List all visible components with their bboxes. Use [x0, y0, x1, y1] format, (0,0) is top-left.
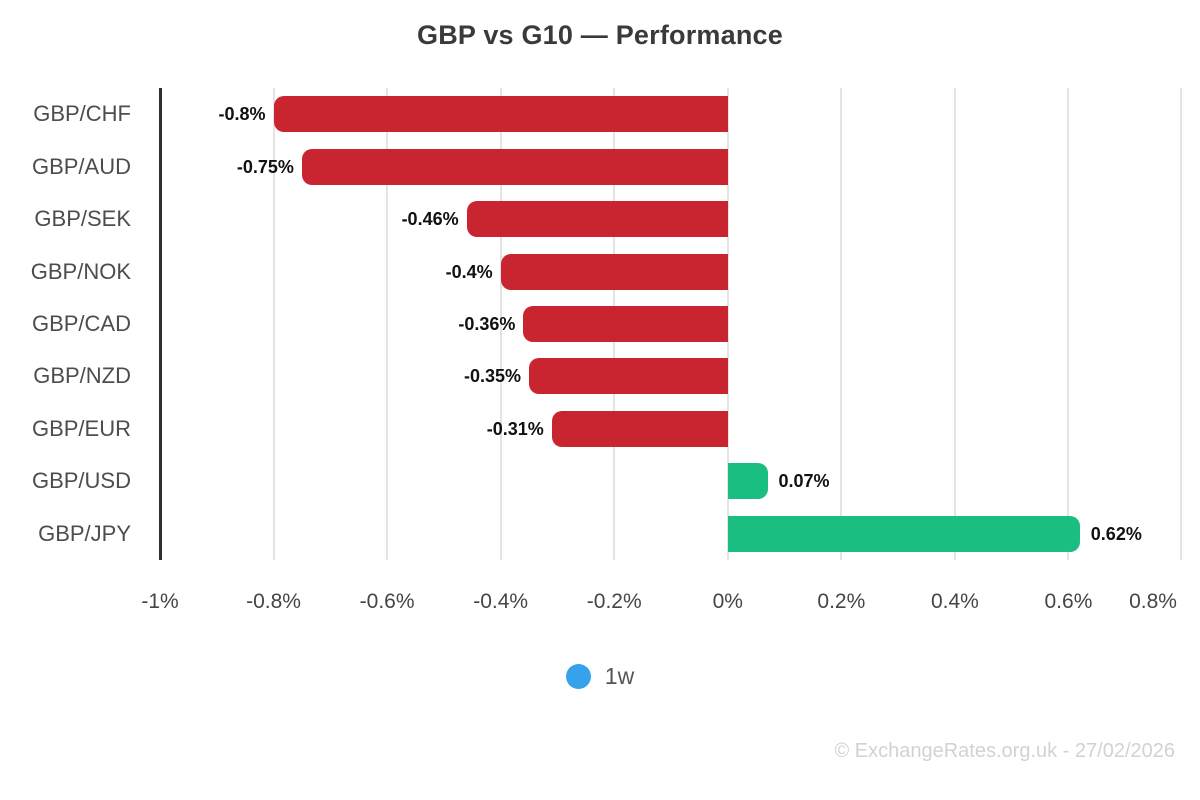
legend-label: 1w [604, 663, 635, 689]
footer-credit: © ExchangeRates.org.uk - 27/02/2026 [834, 740, 1175, 762]
bar-gbp-nok[interactable] [500, 253, 728, 290]
x-tick-label: 0.4% [930, 590, 979, 613]
category-label-gbp-nok: GBP/NOK [30, 258, 131, 284]
category-label-gbp-aud: GBP/AUD [31, 153, 131, 179]
value-label-gbp-cad: -0.36% [458, 314, 516, 334]
value-label-gbp-jpy: 0.62% [1090, 523, 1142, 544]
category-label-gbp-jpy: GBP/JPY [38, 520, 131, 546]
gridline [1180, 88, 1182, 560]
x-tick-label: -1% [141, 590, 179, 613]
gridline [499, 88, 502, 560]
legend: 1w [0, 663, 1200, 690]
bar-gbp-aud[interactable] [301, 148, 728, 185]
x-tick-label: -0.4% [473, 590, 529, 613]
y-axis-line [159, 88, 162, 560]
value-label-gbp-eur: -0.31% [486, 418, 544, 439]
value-label-gbp-chf: -0.8% [218, 104, 266, 125]
bar-gbp-sek[interactable] [466, 201, 728, 238]
x-tick-label: 0.2% [817, 590, 866, 613]
category-label-gbp-eur: GBP/EUR [31, 415, 131, 441]
x-tick-label: 0% [712, 590, 743, 613]
value-label-gbp-aud: -0.75% [236, 156, 294, 177]
category-label-gbp-cad: GBP/CAD [31, 311, 131, 336]
value-label-gbp-sek: -0.46% [401, 209, 459, 230]
gridline [272, 88, 275, 560]
gridline [726, 88, 729, 560]
x-tick-label: 0.6% [1044, 590, 1093, 613]
bar-gbp-cad[interactable] [523, 306, 728, 342]
x-tick-label: -0.8% [246, 590, 301, 613]
bar-gbp-usd[interactable] [727, 463, 768, 500]
bar-gbp-nzd[interactable] [529, 358, 728, 395]
x-axis: -1% -0.8% -0.6% -0.4% -0.2% 0% 0.2% 0.4% 0.6% 0.8… [0, 590, 1200, 620]
bar-gbp-eur[interactable] [551, 410, 728, 447]
gridline [953, 88, 956, 560]
plot-area: -0.8% -0.75% -0.46% -0.4% -0.36% -0.35% -0.31%… [159, 88, 1182, 560]
x-tick-label: -0.2% [586, 590, 642, 613]
value-label-gbp-nok: -0.4% [445, 261, 493, 282]
value-label-gbp-nzd: -0.35% [464, 366, 522, 387]
value-label-gbp-usd: 0.07% [778, 471, 830, 492]
category-label-gbp-usd: GBP/USD [31, 468, 131, 494]
bar-gbp-chf[interactable] [273, 96, 728, 133]
gridline [386, 88, 389, 560]
category-label-gbp-chf: GBP/CHF [33, 101, 131, 127]
category-label-gbp-sek: GBP/SEK [34, 206, 131, 232]
legend-dot-icon [565, 664, 591, 689]
legend-item-1w[interactable]: 1w [565, 663, 635, 690]
category-label-gbp-nzd: GBP/NZD [33, 363, 131, 389]
gridline [1067, 88, 1070, 560]
chart-title: GBP vs G10 — Performance [417, 20, 783, 50]
gridline [840, 88, 843, 560]
x-tick-label: 0.8% [1129, 590, 1177, 613]
x-tick-label: -0.6% [359, 590, 415, 613]
bar-gbp-jpy[interactable] [727, 515, 1080, 552]
